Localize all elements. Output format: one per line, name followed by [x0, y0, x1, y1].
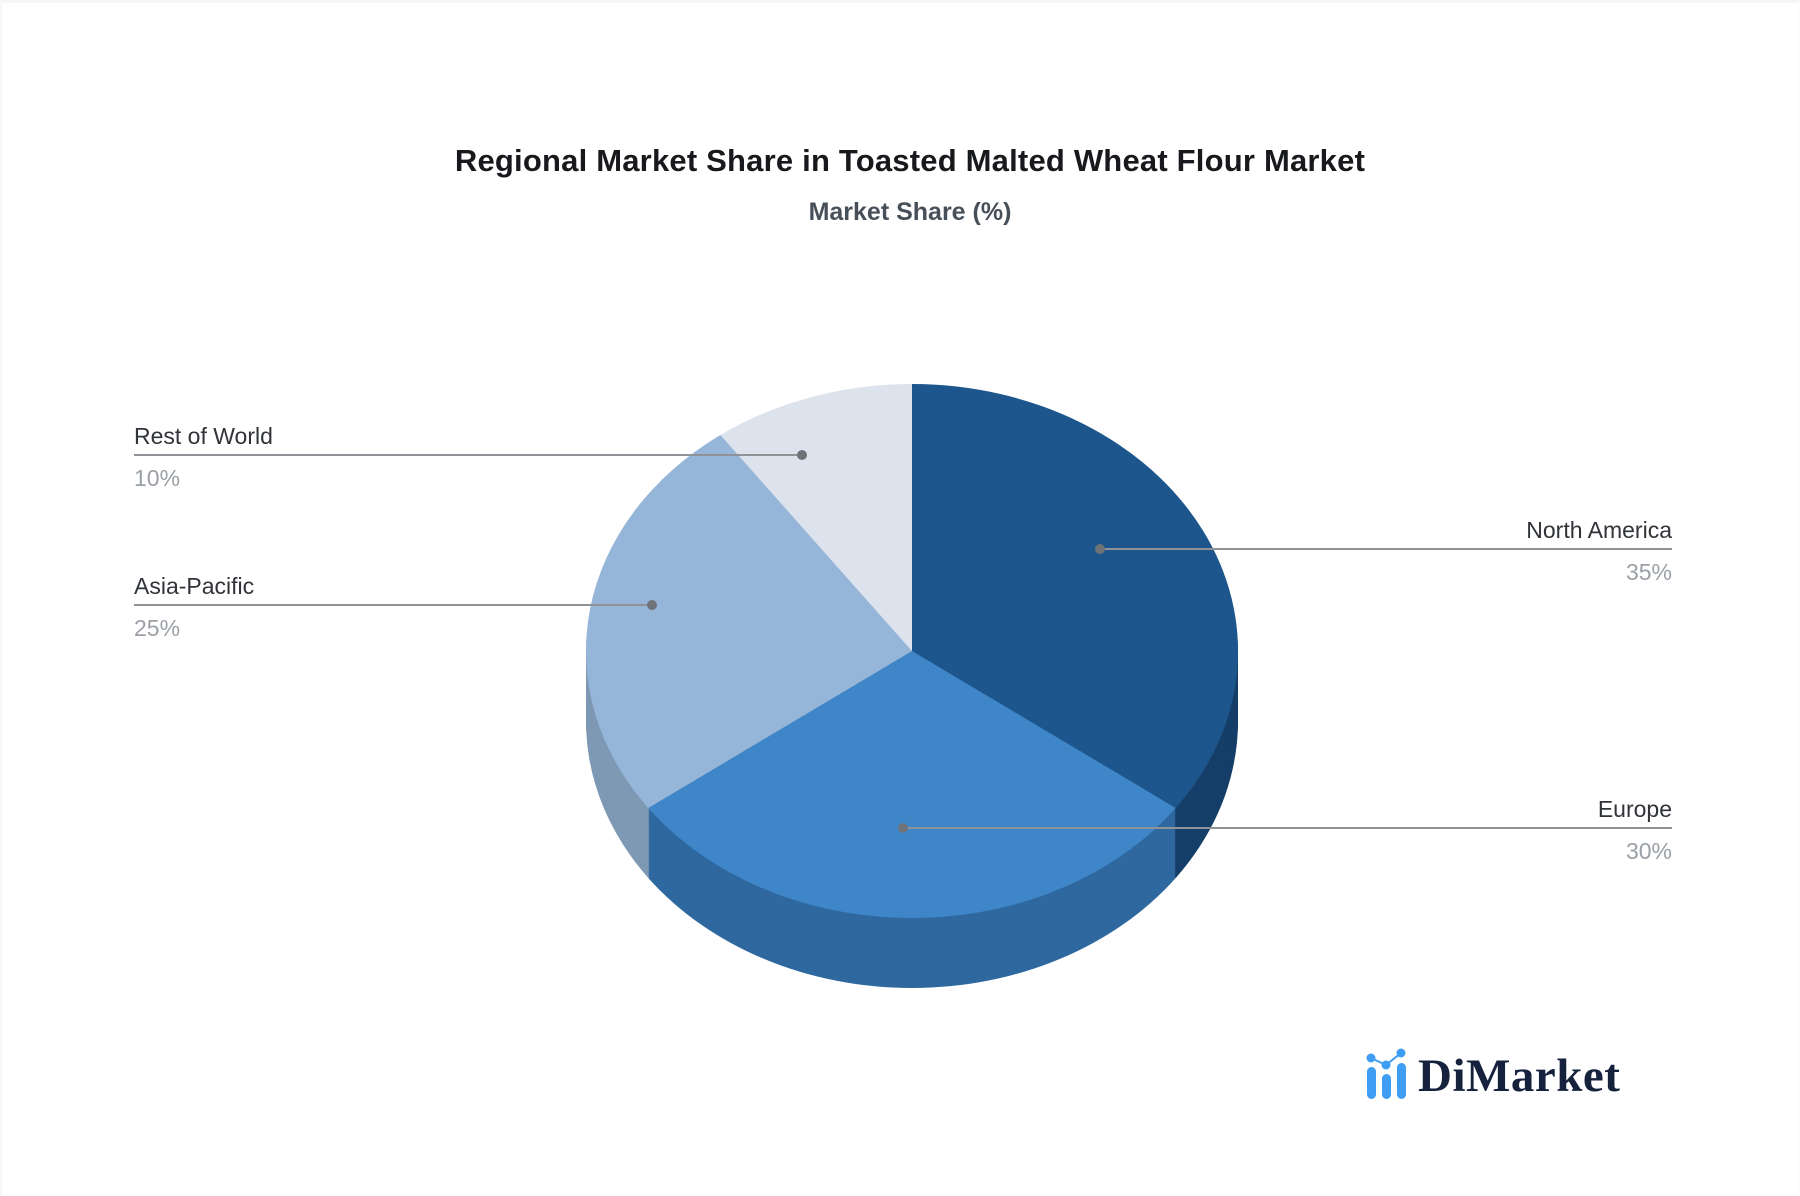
chart-title: Regional Market Share in Toasted Malted …: [454, 143, 1366, 178]
logo-bar: [1367, 1067, 1376, 1099]
slice-value: 35%: [1625, 559, 1672, 585]
callout-asia-pacific: Asia-Pacific 25%: [134, 573, 514, 642]
dimarket-logo[interactable]: DiMarket: [1366, 1043, 1620, 1101]
logo-dot: [1396, 1048, 1406, 1058]
callout-north-america: North America 35%: [1292, 517, 1672, 586]
callout-europe: Europe 30%: [1292, 796, 1672, 865]
logo-bar: [1397, 1063, 1406, 1099]
pie-slice: [648, 651, 1176, 919]
pie-slice: [912, 384, 1238, 808]
pie-slice: [585, 434, 912, 808]
leader-dot: [1095, 544, 1105, 554]
chart-canvas: Regional Market Share in Toasted Malted …: [2, 3, 1798, 1196]
slice-label: Rest of World: [134, 423, 273, 449]
slice-value: 30%: [1625, 838, 1672, 864]
leader-dot: [898, 823, 908, 833]
slice-value: 25%: [134, 615, 181, 641]
logo-bar: [1382, 1074, 1391, 1099]
leader-dot: [797, 450, 807, 460]
leader-dot: [647, 600, 657, 610]
logo-dot: [1366, 1053, 1376, 1063]
slice-label: North America: [1526, 517, 1672, 543]
callout-rest-of-world: Rest of World 10%: [134, 423, 514, 492]
logo-text: DiMarket: [1418, 1050, 1621, 1102]
slice-value: 10%: [134, 465, 181, 491]
slice-label: Europe: [1597, 796, 1672, 822]
bar-chart-logo-icon: [1366, 1048, 1406, 1099]
chart-subtitle: Market Share (%): [808, 198, 1012, 226]
pie-slice: [720, 384, 912, 651]
pie-chart-3d: [134, 384, 1672, 988]
slice-label: Asia-Pacific: [134, 573, 255, 599]
logo-dot: [1381, 1060, 1391, 1070]
